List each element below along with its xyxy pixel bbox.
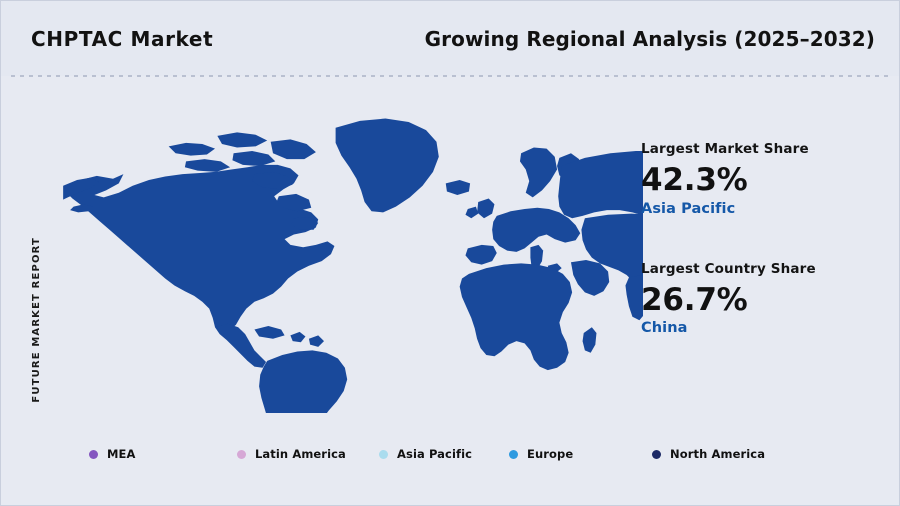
stat-region: China [641,320,688,337]
header-divider [11,75,891,77]
world-map-svg [63,118,643,413]
legend-item-europe: Europe [509,447,573,461]
world-map [63,93,643,413]
legend-dot-icon [89,449,98,459]
stat-block-largest-market-share: Largest Market Share 42.3% Asia Pacific [641,141,886,217]
region-legend: MEA Latin America Asia Pacific Europe No… [89,447,789,469]
stat-block-largest-country-share: Largest Country Share 26.7% China [641,261,886,337]
legend-dot-icon [509,449,518,459]
legend-label: MEA [107,447,136,461]
legend-dot-icon [652,449,661,459]
stats-panel: Largest Market Share 42.3% Asia Pacific … [641,141,886,336]
header-bar: CHPTAC Market Growing Regional Analysis … [1,1,899,76]
legend-label: Latin America [255,447,346,461]
header-subtitle: Growing Regional Analysis (2025–2032) [424,26,875,51]
legend-item-asia-pacific: Asia Pacific [379,447,472,461]
brand-vertical-label: FUTURE MARKET REPORT [31,237,42,403]
legend-label: Europe [527,447,574,461]
legend-label: Asia Pacific [397,447,473,461]
legend-item-north-america: North America [652,447,765,461]
stat-value: 42.3% [641,162,748,198]
stat-value: 26.7% [641,281,748,318]
stat-region: Asia Pacific [641,200,736,217]
legend-dot-icon [379,449,388,459]
stat-label: Largest Market Share [641,141,809,157]
page-title: CHPTAC Market [31,26,214,51]
legend-dot-icon [237,449,246,459]
legend-item-latin-america: Latin America [237,447,346,461]
map-landmasses [63,118,643,413]
stat-label: Largest Country Share [641,260,816,277]
legend-item-mea: MEA [89,447,136,461]
legend-label: North America [670,447,766,461]
